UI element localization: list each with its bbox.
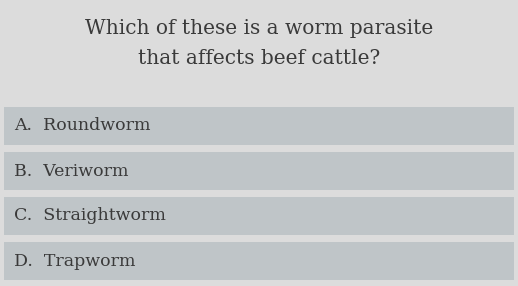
Text: that affects beef cattle?: that affects beef cattle? (138, 49, 380, 67)
Text: Which of these is a worm parasite: Which of these is a worm parasite (85, 19, 433, 37)
Text: A.  Roundworm: A. Roundworm (14, 118, 151, 134)
FancyBboxPatch shape (4, 197, 514, 235)
FancyBboxPatch shape (4, 107, 514, 145)
Text: B.  Veriworm: B. Veriworm (14, 162, 128, 180)
FancyBboxPatch shape (4, 242, 514, 280)
Text: C.  Straightworm: C. Straightworm (14, 208, 166, 225)
FancyBboxPatch shape (4, 152, 514, 190)
Text: D.  Trapworm: D. Trapworm (14, 253, 136, 269)
